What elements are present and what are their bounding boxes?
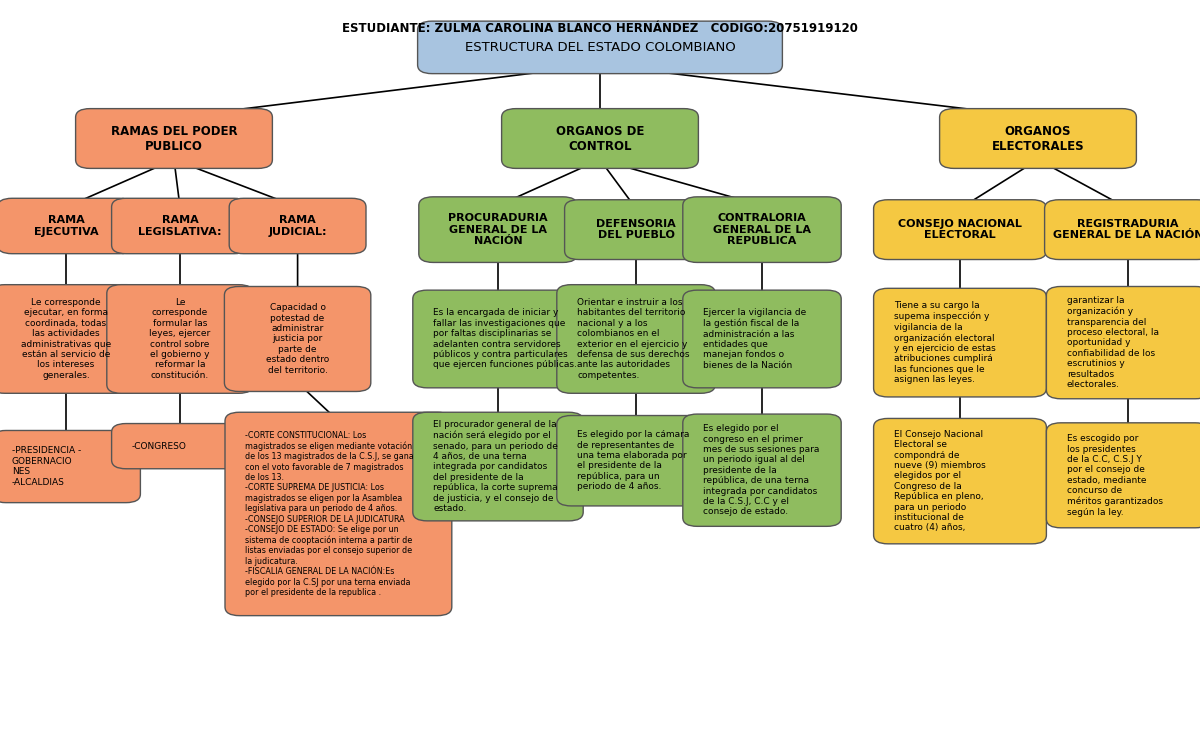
FancyBboxPatch shape [874,200,1046,260]
FancyBboxPatch shape [0,284,142,394]
Text: Le
corresponde
formular las
leyes, ejercer
control sobre
el gobierno y
reformar : Le corresponde formular las leyes, ejerc… [149,298,211,380]
FancyBboxPatch shape [1044,200,1200,260]
Text: CONSEJO NACIONAL
ELECTORAL: CONSEJO NACIONAL ELECTORAL [898,219,1022,241]
FancyBboxPatch shape [557,416,715,506]
Text: RAMA
LEGISLATIVA:: RAMA LEGISLATIVA: [138,215,222,237]
Text: DEFENSORIA
DEL PUEBLO: DEFENSORIA DEL PUEBLO [596,219,676,241]
Text: Le corresponde
ejecutar, en forma
coordinada, todas
las actividades
administrati: Le corresponde ejecutar, en forma coordi… [20,298,112,380]
Text: PROCURADURIA
GENERAL DE LA
NACIÓN: PROCURADURIA GENERAL DE LA NACIÓN [448,213,548,246]
Text: RAMA
EJECUTIVA: RAMA EJECUTIVA [34,215,98,237]
Text: Capacidad o
potestad de
administrar
justicia por
parte de
estado dentro
del terr: Capacidad o potestad de administrar just… [266,303,329,375]
FancyBboxPatch shape [224,413,451,615]
Text: ESTUDIANTE: ZULMA CAROLINA BLANCO HERNÁNDEZ   CODIGO:20751919120: ESTUDIANTE: ZULMA CAROLINA BLANCO HERNÁN… [342,22,858,35]
FancyBboxPatch shape [76,109,272,168]
Text: -CONGRESO: -CONGRESO [132,442,187,451]
FancyBboxPatch shape [418,21,782,74]
FancyBboxPatch shape [557,284,715,394]
FancyBboxPatch shape [229,198,366,254]
FancyBboxPatch shape [107,284,253,394]
FancyBboxPatch shape [413,413,583,521]
Text: Es elegido por la cámara
de representantes de
una tema elaborada por
el presiden: Es elegido por la cámara de representant… [577,430,690,491]
FancyBboxPatch shape [502,109,698,168]
Text: garantizar la
organización y
transparencia del
proceso electoral, la
oportunidad: garantizar la organización y transparenc… [1067,296,1159,389]
Text: -CORTE CONSTITUCIONAL: Los
magistrados se eligen mediante votación
de los 13 mag: -CORTE CONSTITUCIONAL: Los magistrados s… [245,431,414,597]
Text: -PRESIDENCIA -
GOBERNACIO
NES
-ALCALDIAS: -PRESIDENCIA - GOBERNACIO NES -ALCALDIAS [12,446,82,487]
Text: Tiene a su cargo la
supema inspección y
vigilancia de la
organización electoral
: Tiene a su cargo la supema inspección y … [894,301,996,384]
FancyBboxPatch shape [1046,286,1200,399]
Text: REGISTRADURIA
GENERAL DE LA NACIÓN: REGISTRADURIA GENERAL DE LA NACIÓN [1052,219,1200,241]
FancyBboxPatch shape [940,109,1136,168]
FancyBboxPatch shape [112,424,248,469]
Text: Orientar e instruir a los
habitantes del territorio
nacional y a los
colombianos: Orientar e instruir a los habitantes del… [577,298,690,380]
Text: Es la encargada de iniciar y
fallar las investigaciones que
por faltas disciplin: Es la encargada de iniciar y fallar las … [433,308,577,370]
FancyBboxPatch shape [874,288,1046,397]
FancyBboxPatch shape [224,286,371,391]
FancyBboxPatch shape [419,197,577,262]
Text: Ejercer la vigilancia de
la gestión fiscal de la
administración a las
entidades : Ejercer la vigilancia de la gestión fisc… [703,308,806,370]
Text: ORGANOS DE
CONTROL: ORGANOS DE CONTROL [556,125,644,152]
FancyBboxPatch shape [0,198,134,254]
Text: El procurador general de la
nación será elegido por el
senado, para un periodo d: El procurador general de la nación será … [433,420,558,513]
FancyBboxPatch shape [413,290,583,388]
FancyBboxPatch shape [0,430,140,503]
FancyBboxPatch shape [683,290,841,388]
FancyBboxPatch shape [1046,423,1200,528]
Text: Es escogido por
los presidentes
de la C.C, C.S.J Y
por el consejo de
estado, med: Es escogido por los presidentes de la C.… [1067,434,1163,517]
Text: CONTRALORIA
GENERAL DE LA
REPUBLICA: CONTRALORIA GENERAL DE LA REPUBLICA [713,213,811,246]
Text: El Consejo Nacional
Electoral se
compondrá de
nueve (9) miembros
elegidos por el: El Consejo Nacional Electoral se compond… [894,430,985,532]
FancyBboxPatch shape [683,414,841,526]
Text: RAMA
JUDICIAL:: RAMA JUDICIAL: [269,215,326,237]
Text: RAMAS DEL PODER
PUBLICO: RAMAS DEL PODER PUBLICO [110,125,238,152]
FancyBboxPatch shape [874,418,1046,544]
Text: ESTRUCTURA DEL ESTADO COLOMBIANO: ESTRUCTURA DEL ESTADO COLOMBIANO [464,41,736,54]
FancyBboxPatch shape [112,198,248,254]
Text: Es elegido por el
congreso en el primer
mes de sus sesiones para
un periodo igua: Es elegido por el congreso en el primer … [703,424,820,516]
Text: ORGANOS
ELECTORALES: ORGANOS ELECTORALES [991,125,1085,152]
FancyBboxPatch shape [565,200,708,260]
FancyBboxPatch shape [683,197,841,262]
